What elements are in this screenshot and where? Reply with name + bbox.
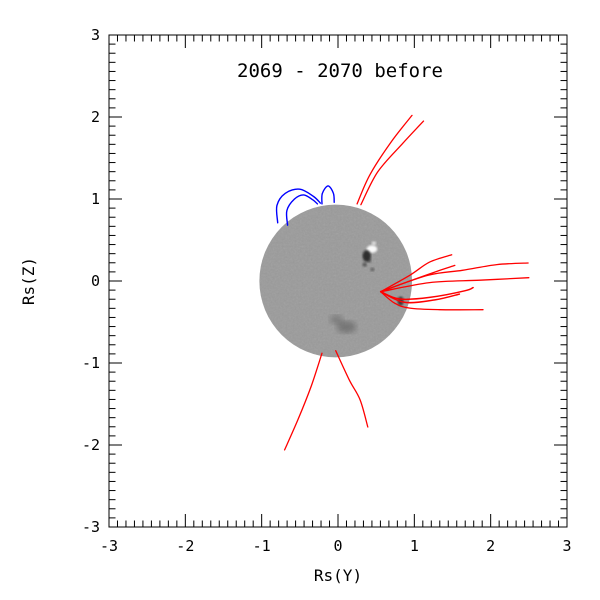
field-line-fan-line-east-3 bbox=[380, 262, 529, 293]
field-line-closed-loop-2 bbox=[285, 194, 319, 226]
x-tick-label: -3 bbox=[100, 537, 118, 555]
tick-labels: -3 -2 -1 0 1 2 3 -3 -2 -1 0 1 2 3 bbox=[82, 26, 572, 555]
field-line-open-line-north-1 bbox=[356, 114, 413, 205]
y-tick-label: 3 bbox=[91, 26, 100, 44]
magnetogram-grain bbox=[259, 204, 413, 358]
field-line-fan-line-east-4 bbox=[380, 277, 530, 293]
x-tick-label: 0 bbox=[333, 537, 342, 555]
sun-disk-texture bbox=[259, 204, 413, 358]
y-tick-label: 1 bbox=[91, 190, 100, 208]
field-line-open-line-south-2 bbox=[335, 350, 369, 428]
y-tick-label: -3 bbox=[82, 518, 100, 536]
y-axis-label: Rs(Z) bbox=[19, 257, 38, 305]
field-line-fan-line-east-6 bbox=[379, 290, 461, 304]
field-line-fan-line-east-5 bbox=[379, 286, 474, 301]
x-tick-label: 3 bbox=[562, 537, 571, 555]
field-line-fan-line-east-1 bbox=[380, 254, 453, 293]
surface-feature-diffuse-dark-south-2 bbox=[329, 314, 344, 325]
sun-magnetogram-disk bbox=[259, 204, 413, 358]
plot-title: 2069 - 2070 before bbox=[237, 60, 443, 82]
surface-feature-dark-speck-1 bbox=[362, 262, 368, 267]
y-tick-label: -2 bbox=[82, 436, 100, 454]
x-tick-label: -1 bbox=[253, 537, 271, 555]
x-tick-label: -2 bbox=[176, 537, 194, 555]
surface-feature-dark-speck-2 bbox=[370, 267, 375, 272]
axis-ticks bbox=[108, 34, 568, 528]
y-tick-label: -1 bbox=[82, 354, 100, 372]
field-line-fan-line-east-7 bbox=[380, 291, 484, 311]
y-tick-label: 0 bbox=[91, 272, 100, 290]
y-tick-label: 2 bbox=[91, 108, 100, 126]
surface-feature-bright-plage-dot bbox=[371, 241, 377, 246]
surface-feature-diffuse-dark-south-1 bbox=[336, 320, 357, 334]
surface-feature-dark-speck-3 bbox=[367, 258, 372, 263]
x-axis-label: Rs(Y) bbox=[314, 566, 362, 585]
surface-feature-bright-plage bbox=[366, 245, 378, 253]
field-line-open-line-north-2 bbox=[360, 120, 425, 206]
x-tick-label: 1 bbox=[410, 537, 419, 555]
magnetic-field-lines bbox=[275, 114, 530, 451]
x-tick-label: 2 bbox=[486, 537, 495, 555]
field-line-open-line-south-1 bbox=[283, 352, 323, 451]
field-line-closed-loop-3 bbox=[321, 185, 335, 205]
field-line-closed-loop-1 bbox=[275, 188, 322, 224]
